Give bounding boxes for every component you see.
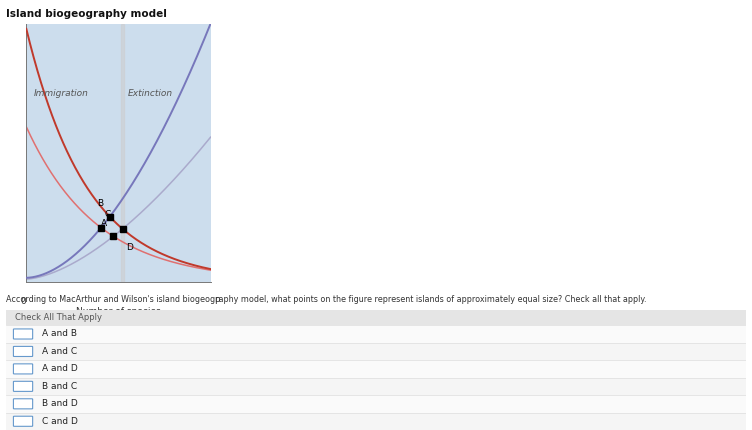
FancyBboxPatch shape [14,364,32,374]
Text: A and C: A and C [41,347,77,356]
Text: A and B: A and B [41,329,77,338]
Text: Island biogeography model: Island biogeography model [6,9,167,19]
Text: D: D [126,243,133,252]
Text: B and D: B and D [41,399,77,408]
Text: C: C [105,210,111,219]
Bar [121,24,124,282]
Text: Number of species: Number of species [76,307,161,316]
FancyBboxPatch shape [14,381,32,391]
Text: Immigration: Immigration [34,89,89,98]
FancyBboxPatch shape [14,347,32,356]
Bar [6,360,746,378]
Bar [6,412,746,430]
FancyBboxPatch shape [14,399,32,409]
Text: Check All That Apply: Check All That Apply [15,313,102,322]
Bar [6,343,746,360]
Bar [6,395,746,412]
Text: According to MacArthur and Wilson's island biogeography model, what points on th: According to MacArthur and Wilson's isla… [6,295,647,304]
Text: A and D: A and D [41,364,77,373]
Bar [6,310,746,325]
FancyBboxPatch shape [14,329,32,339]
Text: A: A [101,219,107,228]
Bar [6,378,746,395]
FancyBboxPatch shape [14,416,32,426]
Bar [6,325,746,343]
Text: B: B [97,200,103,209]
Text: 0: 0 [21,297,26,306]
Text: B and C: B and C [41,382,77,391]
Text: P: P [214,297,220,306]
Text: Extinction: Extinction [128,89,173,98]
Text: C and D: C and D [41,417,77,426]
